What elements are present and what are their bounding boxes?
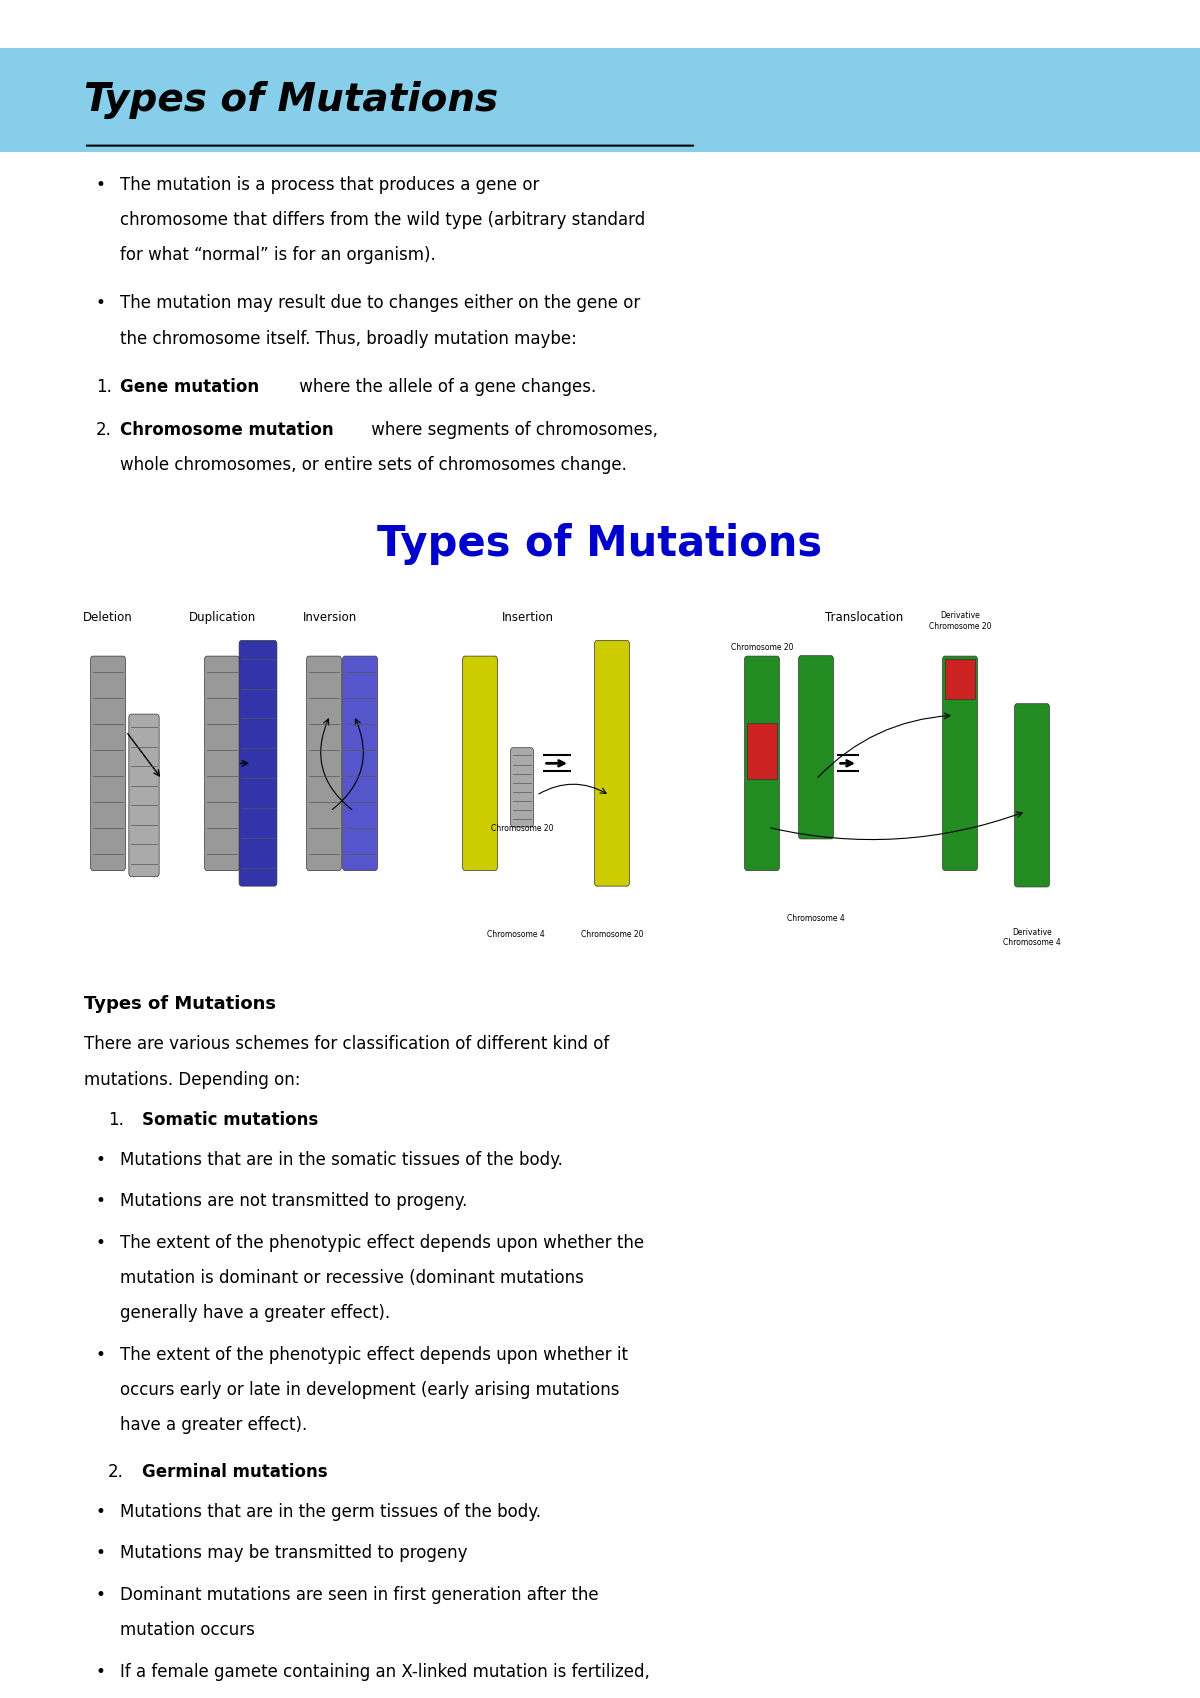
Text: have a greater effect).: have a greater effect). <box>120 1416 307 1435</box>
Text: •: • <box>96 1662 106 1681</box>
Text: generally have a greater effect).: generally have a greater effect). <box>120 1304 390 1323</box>
Text: Inversion: Inversion <box>302 611 358 625</box>
Text: 2.: 2. <box>108 1462 124 1481</box>
FancyBboxPatch shape <box>744 655 780 871</box>
Text: Types of Mutations: Types of Mutations <box>378 523 822 565</box>
Text: Deletion: Deletion <box>83 611 133 625</box>
Text: The mutation may result due to changes either on the gene or: The mutation may result due to changes e… <box>120 294 641 312</box>
Text: where the allele of a gene changes.: where the allele of a gene changes. <box>294 377 596 396</box>
Text: whole chromosomes, or entire sets of chromosomes change.: whole chromosomes, or entire sets of chr… <box>120 457 626 474</box>
Text: The mutation is a process that produces a gene or: The mutation is a process that produces … <box>120 177 539 194</box>
Text: Types of Mutations: Types of Mutations <box>84 995 276 1014</box>
FancyBboxPatch shape <box>1015 703 1050 886</box>
Text: 1.: 1. <box>96 377 112 396</box>
FancyBboxPatch shape <box>239 640 277 886</box>
FancyBboxPatch shape <box>799 655 834 839</box>
Text: •: • <box>96 1586 106 1605</box>
Text: •: • <box>96 294 106 312</box>
Text: mutations. Depending on:: mutations. Depending on: <box>84 1070 300 1088</box>
Text: •: • <box>96 1151 106 1168</box>
FancyBboxPatch shape <box>943 655 978 871</box>
Text: Derivative
Chromosome 20: Derivative Chromosome 20 <box>929 611 991 630</box>
Text: 1.: 1. <box>108 1110 124 1129</box>
Text: mutation occurs: mutation occurs <box>120 1622 254 1639</box>
Text: Chromosome 20: Chromosome 20 <box>581 931 643 939</box>
FancyBboxPatch shape <box>748 723 778 779</box>
Text: Chromosome 4: Chromosome 4 <box>787 914 845 924</box>
Text: Mutations are not transmitted to progeny.: Mutations are not transmitted to progeny… <box>120 1192 467 1211</box>
Text: Germinal mutations: Germinal mutations <box>142 1462 328 1481</box>
Text: Translocation: Translocation <box>824 611 904 625</box>
Text: 2.: 2. <box>96 421 112 438</box>
Text: mutation is dominant or recessive (dominant mutations: mutation is dominant or recessive (domin… <box>120 1268 584 1287</box>
Text: •: • <box>96 1347 106 1363</box>
Text: Types of Mutations: Types of Mutations <box>84 82 498 119</box>
Text: •: • <box>96 1543 106 1562</box>
Text: There are various schemes for classification of different kind of: There are various schemes for classifica… <box>84 1036 610 1053</box>
Text: where segments of chromosomes,: where segments of chromosomes, <box>366 421 658 438</box>
Text: Mutations that are in the somatic tissues of the body.: Mutations that are in the somatic tissue… <box>120 1151 563 1168</box>
Text: Chromosome mutation: Chromosome mutation <box>120 421 334 438</box>
FancyBboxPatch shape <box>946 659 976 700</box>
Text: Insertion: Insertion <box>502 611 554 625</box>
Text: for what “normal” is for an organism).: for what “normal” is for an organism). <box>120 246 436 265</box>
Text: Dominant mutations are seen in first generation after the: Dominant mutations are seen in first gen… <box>120 1586 599 1605</box>
Text: Chromosome 4: Chromosome 4 <box>487 931 545 939</box>
Text: •: • <box>96 1503 106 1521</box>
Text: Chromosome 20: Chromosome 20 <box>731 644 793 652</box>
Text: •: • <box>96 1234 106 1251</box>
Text: Gene mutation: Gene mutation <box>120 377 259 396</box>
Text: Mutations that are in the germ tissues of the body.: Mutations that are in the germ tissues o… <box>120 1503 541 1521</box>
FancyBboxPatch shape <box>0 48 1200 153</box>
FancyBboxPatch shape <box>91 655 125 871</box>
FancyBboxPatch shape <box>128 715 160 876</box>
Text: Mutations may be transmitted to progeny: Mutations may be transmitted to progeny <box>120 1543 468 1562</box>
Text: Chromosome 20: Chromosome 20 <box>491 824 553 834</box>
Text: If a female gamete containing an X-linked mutation is fertilized,: If a female gamete containing an X-linke… <box>120 1662 650 1681</box>
Text: The extent of the phenotypic effect depends upon whether it: The extent of the phenotypic effect depe… <box>120 1347 628 1363</box>
Text: Derivative
Chromosome 4: Derivative Chromosome 4 <box>1003 927 1061 947</box>
Text: Somatic mutations: Somatic mutations <box>142 1110 318 1129</box>
FancyBboxPatch shape <box>84 603 1164 956</box>
FancyBboxPatch shape <box>595 640 629 886</box>
FancyBboxPatch shape <box>307 655 342 871</box>
Text: The extent of the phenotypic effect depends upon whether the: The extent of the phenotypic effect depe… <box>120 1234 644 1251</box>
FancyBboxPatch shape <box>204 655 239 871</box>
FancyBboxPatch shape <box>511 747 533 827</box>
Text: the chromosome itself. Thus, broadly mutation maybe:: the chromosome itself. Thus, broadly mut… <box>120 329 577 348</box>
FancyBboxPatch shape <box>343 655 377 871</box>
Text: •: • <box>96 177 106 194</box>
Text: occurs early or late in development (early arising mutations: occurs early or late in development (ear… <box>120 1380 619 1399</box>
Text: •: • <box>96 1192 106 1211</box>
Text: chromosome that differs from the wild type (arbitrary standard: chromosome that differs from the wild ty… <box>120 211 646 229</box>
FancyBboxPatch shape <box>463 655 498 871</box>
Text: Duplication: Duplication <box>188 611 256 625</box>
